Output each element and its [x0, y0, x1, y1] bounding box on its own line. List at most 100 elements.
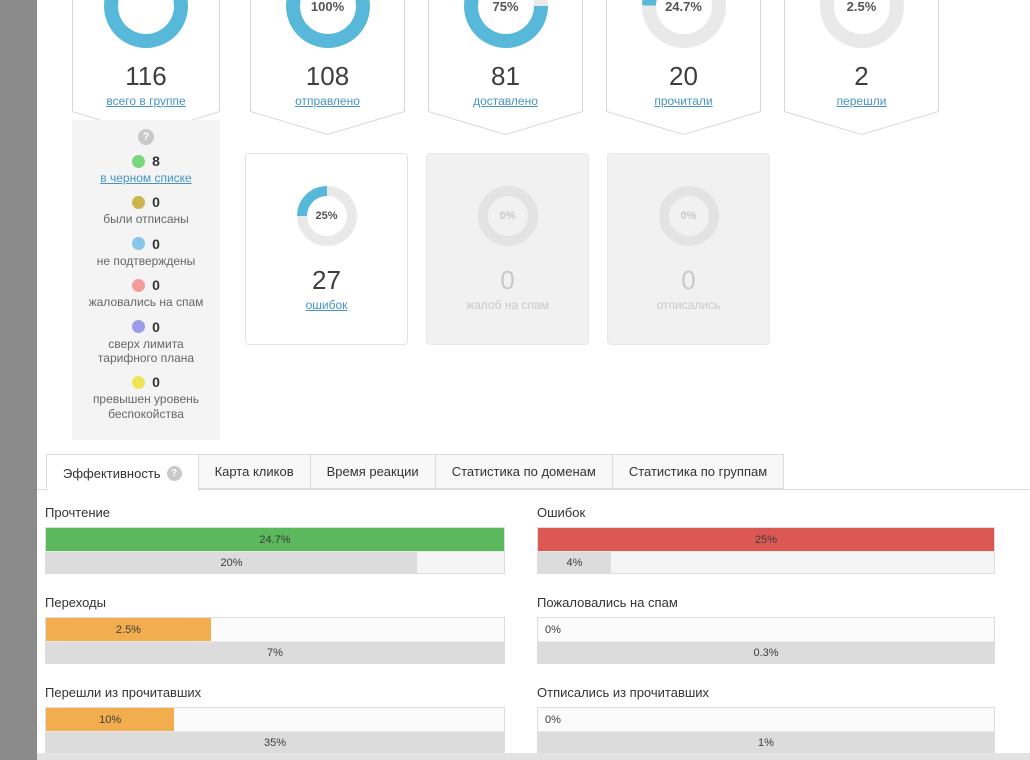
card-value-sent: 108: [305, 61, 350, 91]
tab-domain-stats[interactable]: Статистика по доменам: [434, 454, 613, 489]
average-bar: 0.3%: [538, 641, 994, 663]
tab-reaction-time[interactable]: Время реакции: [309, 454, 436, 489]
tab-click-map[interactable]: Карта кликов: [197, 454, 311, 489]
average-bar: 4%: [538, 551, 994, 573]
status-dot: [132, 278, 146, 292]
average-bar-fill: 35%: [46, 732, 504, 753]
average-bar-fill: 1%: [538, 732, 994, 753]
average-bar-fill: 7%: [46, 642, 504, 663]
average-bar-label: 1%: [758, 736, 774, 749]
donut-hole: [487, 196, 528, 236]
tab-label: Время реакции: [326, 464, 419, 479]
average-bar: 35%: [46, 731, 504, 753]
stat-title: Отписались из прочитавших: [537, 685, 710, 700]
stat-title: Ошибок: [537, 505, 586, 520]
card-link-read[interactable]: прочитали: [654, 93, 713, 108]
value-bar: 0%: [538, 618, 994, 641]
card-link-errors[interactable]: ошибок: [305, 297, 348, 312]
card-value-clicked: 2: [854, 61, 869, 91]
status-dot: [132, 320, 146, 334]
donut-chart-delivered: 75%: [463, 0, 548, 48]
legend-item-unsubscribed: 0 были отписаны: [72, 194, 220, 226]
stat-bars: 24.7% 20%: [45, 527, 505, 574]
value-bar-label: 0%: [545, 713, 561, 726]
legend-item-blacklist: 8 в черном списке: [72, 153, 220, 185]
stat-title: Пожаловались на спам: [537, 595, 678, 610]
donut-chart-read: 24.7%: [641, 0, 726, 48]
legend-value: 8: [152, 153, 160, 169]
legend-value: 0: [152, 374, 160, 391]
average-bar-fill: 20%: [46, 552, 417, 573]
donut-percent-label: 25%: [315, 210, 338, 222]
stat-group-spam-complained: Пожаловались на спам 0% 0.3%: [537, 595, 995, 664]
donut-hole: [306, 196, 347, 236]
value-bar-label: 25%: [754, 533, 778, 546]
card-link-delivered[interactable]: доставлено: [473, 93, 538, 108]
card-errors: 25% 27 ошибок: [245, 153, 408, 345]
tabs-divider: [37, 489, 1030, 490]
help-icon[interactable]: ?: [138, 129, 154, 145]
value-bar: 24.7%: [46, 528, 504, 551]
card-link-spam: жалоб на спам: [466, 297, 549, 312]
stat-title: Прочтение: [45, 505, 110, 520]
card-link-total[interactable]: всего в группе: [106, 93, 186, 108]
value-bar-fill: 2.5%: [46, 618, 211, 641]
donut-chart-clicked: 2.5%: [819, 0, 904, 48]
status-dot: [132, 375, 146, 389]
tab-group-stats[interactable]: Статистика по группам: [611, 454, 785, 489]
legend-value: 0: [152, 235, 160, 252]
summary-cards-row: 116 всего в группе 100% 108 отправлено 7…: [72, 0, 939, 135]
donut-percent-label: 24.7%: [665, 0, 702, 14]
secondary-cards-row: 25% 27 ошибок 0% 0 жалоб на спам 0% 0 от…: [245, 153, 770, 345]
donut-percent-label: 2.5%: [846, 0, 877, 14]
card-value-read: 20: [669, 61, 698, 91]
tab-effectiveness[interactable]: Эффективность ?: [46, 454, 199, 491]
stat-group-unsub-from-read: Отписались из прочитавших 0% 1%: [537, 685, 995, 754]
status-dot: [132, 154, 146, 168]
average-bar-label: 4%: [566, 556, 583, 569]
value-bar-label: 24.7%: [259, 533, 291, 546]
card-value-total: 116: [125, 61, 167, 91]
stat-bars: 0% 0.3%: [537, 617, 995, 664]
card-unsubscribed: 0% 0 отписались: [607, 153, 770, 345]
legend-item-anxiety-level: 0 превышен уровень беспокойства: [72, 374, 220, 421]
value-bar-label: 2.5%: [115, 623, 141, 636]
stat-group-read: Прочтение 24.7% 20%: [45, 505, 505, 574]
average-bar-label: 20%: [220, 556, 243, 569]
legend-label-blacklist[interactable]: в черном списке: [100, 171, 192, 185]
donut-percent-label: 0%: [499, 210, 516, 222]
summary-card-read: 24.7% 20 прочитали: [606, 0, 761, 135]
card-link-clicked[interactable]: перешли: [836, 93, 887, 108]
value-bar: 0%: [538, 708, 994, 731]
legend-label: жаловались на спам: [88, 295, 204, 310]
help-icon[interactable]: ?: [166, 465, 182, 481]
legend-item-over-limit: 0 сверх лимита тарифного плана: [72, 319, 220, 366]
stats-column-left: Прочтение 24.7% 20% Переходы: [45, 505, 505, 760]
tab-label: Эффективность: [63, 465, 161, 481]
donut-chart-sent: 100%: [285, 0, 370, 48]
stat-bars: 0% 1%: [537, 707, 995, 754]
status-legend-panel: ? 8 в черном списке 0 были отписаны 0 не…: [72, 120, 220, 441]
value-bar: 2.5%: [46, 618, 504, 641]
stat-bars: 10% 35%: [45, 707, 505, 754]
status-dot: [132, 237, 146, 251]
value-bar-fill: 0%: [538, 618, 994, 641]
bottom-scroll-strip[interactable]: [37, 753, 1030, 760]
legend-item-unconfirmed: 0 не подтверждены: [72, 236, 220, 268]
value-bar-label: 0%: [545, 623, 561, 636]
average-bar-label: 0.3%: [753, 646, 779, 659]
tab-label: Карта кликов: [214, 464, 294, 479]
card-link-unsubscribed: отписались: [656, 297, 721, 312]
donut-chart-unsubscribed: 0%: [658, 186, 719, 246]
legend-item-spam-complaints: 0 жаловались на спам: [72, 277, 220, 309]
stat-bars: 2.5% 7%: [45, 617, 505, 664]
value-bar-fill: 25%: [538, 528, 994, 551]
card-value-delivered: 81: [491, 61, 520, 91]
legend-value: 0: [152, 277, 160, 294]
effectiveness-panel: Прочтение 24.7% 20% Переходы: [45, 505, 995, 760]
value-bar-fill: 24.7%: [46, 528, 504, 551]
card-link-sent[interactable]: отправлено: [295, 93, 360, 108]
page-left-gutter: [0, 0, 37, 760]
card-spam-complaints: 0% 0 жалоб на спам: [426, 153, 589, 345]
value-bar-fill: 0%: [538, 708, 994, 731]
